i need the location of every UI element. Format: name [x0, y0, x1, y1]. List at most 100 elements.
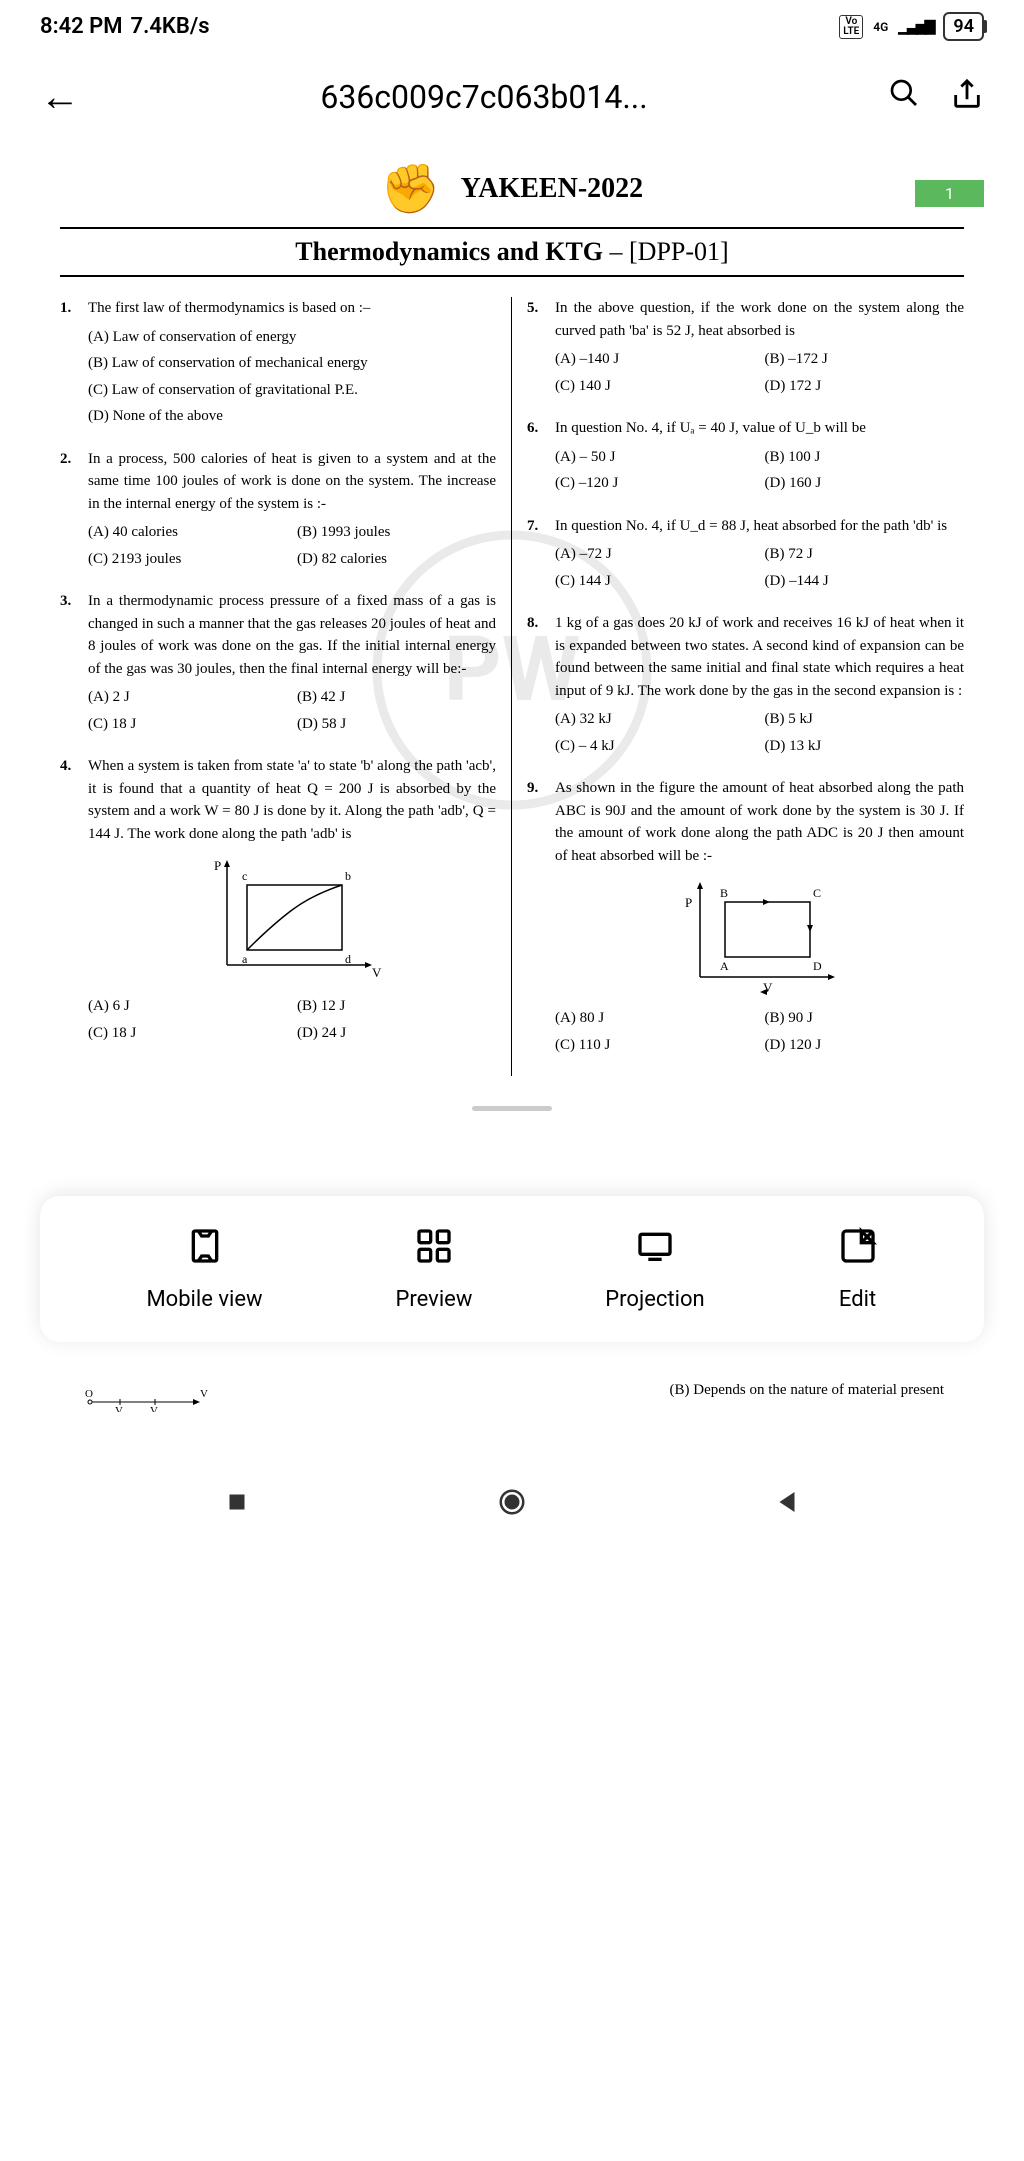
mobile-view-icon — [185, 1226, 225, 1275]
svg-text:A: A — [720, 959, 729, 973]
brand-title: YAKEEN-2022 — [461, 173, 644, 205]
q6-opt-c: (C) –120 J — [555, 472, 755, 495]
edit-button[interactable]: Edit — [838, 1226, 878, 1312]
svg-text:O: O — [85, 1388, 93, 1400]
q2-opt-b: (B) 1993 joules — [297, 521, 496, 544]
preview-label: Preview — [396, 1287, 473, 1312]
q9-diagram: P V B C A D — [555, 877, 964, 997]
q9-opt-a: (A) 80 J — [555, 1007, 755, 1030]
question-4: 4. When a system is taken from state 'a'… — [60, 755, 496, 1044]
q6-text: In question No. 4, if Uₐ = 40 J, value o… — [555, 417, 964, 440]
q5-opt-b: (B) –172 J — [765, 348, 965, 371]
svg-text:B: B — [720, 886, 728, 900]
q4-text: When a system is taken from state 'a' to… — [88, 755, 496, 845]
filename-title: 636c009c7c063b014... — [110, 78, 858, 116]
android-nav-bar — [0, 1457, 1024, 1561]
question-8: 8. 1 kg of a gas does 20 kJ of work and … — [527, 612, 964, 757]
search-icon[interactable] — [888, 77, 920, 117]
svg-text:V₁: V₁ — [115, 1405, 127, 1412]
q9-opt-d: (D) 120 J — [765, 1034, 965, 1057]
subject-text: Thermodynamics and KTG — [295, 237, 603, 266]
q2-opt-c: (C) 2193 joules — [88, 548, 287, 571]
question-6: 6. In question No. 4, if Uₐ = 40 J, valu… — [527, 417, 964, 495]
preview-icon — [414, 1226, 454, 1275]
q8-opt-d: (D) 13 kJ — [765, 735, 965, 758]
q4-opt-b: (B) 12 J — [297, 995, 496, 1018]
q4-diagram: P V c b a d — [88, 855, 496, 985]
q6-opt-a: (A) – 50 J — [555, 446, 755, 469]
q6-opt-d: (D) 160 J — [765, 472, 965, 495]
status-speed: 7.4KB/s — [131, 14, 210, 39]
edit-label: Edit — [839, 1287, 876, 1312]
svg-text:a: a — [242, 952, 248, 966]
share-icon[interactable] — [950, 78, 984, 116]
projection-button[interactable]: Projection — [605, 1226, 704, 1312]
svg-text:P: P — [214, 858, 221, 873]
q1-opt-b: (B) Law of conservation of mechanical en… — [88, 352, 496, 375]
q7-text: In question No. 4, if U_d = 88 J, heat a… — [555, 515, 964, 538]
svg-text:D: D — [813, 959, 822, 973]
subject-title: Thermodynamics and KTG – [DPP-01] — [60, 227, 964, 277]
app-header: ← 636c009c7c063b014... — [0, 53, 1024, 140]
q1-text: The first law of thermodynamics is based… — [88, 297, 496, 320]
recent-apps-button[interactable] — [222, 1487, 252, 1521]
next-page-peek: O V₁ V₂ V (B) Depends on the nature of m… — [0, 1382, 1024, 1457]
q2-opt-d: (D) 82 calories — [297, 548, 496, 571]
drag-handle[interactable] — [472, 1106, 552, 1111]
q9-text: As shown in the figure the amount of hea… — [555, 777, 964, 867]
question-7: 7. In question No. 4, if U_d = 88 J, hea… — [527, 515, 964, 593]
q8-opt-a: (A) 32 kJ — [555, 708, 755, 731]
svg-text:d: d — [345, 952, 351, 966]
right-column: 5. In the above question, if the work do… — [512, 297, 964, 1076]
q2-opt-a: (A) 40 calories — [88, 521, 287, 544]
battery-level: 94 — [943, 12, 984, 41]
q8-text: 1 kg of a gas does 20 kJ of work and rec… — [555, 612, 964, 702]
mobile-view-button[interactable]: Mobile view — [146, 1226, 262, 1312]
q4-opt-a: (A) 6 J — [88, 995, 287, 1018]
q5-text: In the above question, if the work done … — [555, 297, 964, 342]
question-9: 9. As shown in the figure the amount of … — [527, 777, 964, 1056]
question-5: 5. In the above question, if the work do… — [527, 297, 964, 397]
fist-logo-icon: ✊ — [381, 160, 441, 217]
network-type: 4G — [873, 20, 888, 34]
q8-opt-c: (C) – 4 kJ — [555, 735, 755, 758]
q5-opt-d: (D) 172 J — [765, 375, 965, 398]
q3-opt-a: (A) 2 J — [88, 686, 287, 709]
volte-badge: VoLTE — [839, 15, 863, 39]
back-nav-button[interactable] — [772, 1487, 802, 1521]
mobile-view-label: Mobile view — [146, 1287, 262, 1312]
svg-text:C: C — [813, 886, 821, 900]
svg-text:V₂: V₂ — [150, 1405, 162, 1412]
q8-opt-b: (B) 5 kJ — [765, 708, 965, 731]
q1-opt-a: (A) Law of conservation of energy — [88, 326, 496, 349]
q5-opt-c: (C) 140 J — [555, 375, 755, 398]
bottom-toolbar: Mobile view Preview Projection Edit — [40, 1196, 984, 1342]
question-2: 2. In a process, 500 calories of heat is… — [60, 448, 496, 571]
q9-opt-c: (C) 110 J — [555, 1034, 755, 1057]
question-3: 3. In a thermodynamic process pressure o… — [60, 590, 496, 735]
q7-opt-b: (B) 72 J — [765, 543, 965, 566]
q7-opt-c: (C) 144 J — [555, 570, 755, 593]
q9-opt-b: (B) 90 J — [765, 1007, 965, 1030]
preview-button[interactable]: Preview — [396, 1226, 473, 1312]
peek-right-text: (B) Depends on the nature of material pr… — [670, 1382, 944, 1417]
question-1: 1. The first law of thermodynamics is ba… — [60, 297, 496, 428]
home-button[interactable] — [497, 1487, 527, 1521]
document-content: ✊ YAKEEN-2022 Thermodynamics and KTG – [… — [0, 140, 1024, 1096]
q3-opt-b: (B) 42 J — [297, 686, 496, 709]
projection-label: Projection — [605, 1287, 704, 1312]
dpp-label: – [DPP-01] — [603, 237, 729, 266]
svg-text:c: c — [242, 869, 247, 883]
svg-text:V: V — [200, 1388, 208, 1400]
back-button[interactable]: ← — [40, 73, 80, 120]
q3-opt-d: (D) 58 J — [297, 713, 496, 736]
q5-opt-a: (A) –140 J — [555, 348, 755, 371]
q4-opt-c: (C) 18 J — [88, 1022, 287, 1045]
edit-icon — [838, 1226, 878, 1275]
q2-text: In a process, 500 calories of heat is gi… — [88, 448, 496, 516]
peek-left-diagram: O V₁ V₂ V — [80, 1382, 210, 1417]
q6-opt-b: (B) 100 J — [765, 446, 965, 469]
svg-text:b: b — [345, 869, 351, 883]
status-bar: 8:42 PM 7.4KB/s VoLTE 4G ▁▃▅▇ 94 — [0, 0, 1024, 53]
signal-icon: ▁▃▅▇ — [898, 19, 933, 35]
